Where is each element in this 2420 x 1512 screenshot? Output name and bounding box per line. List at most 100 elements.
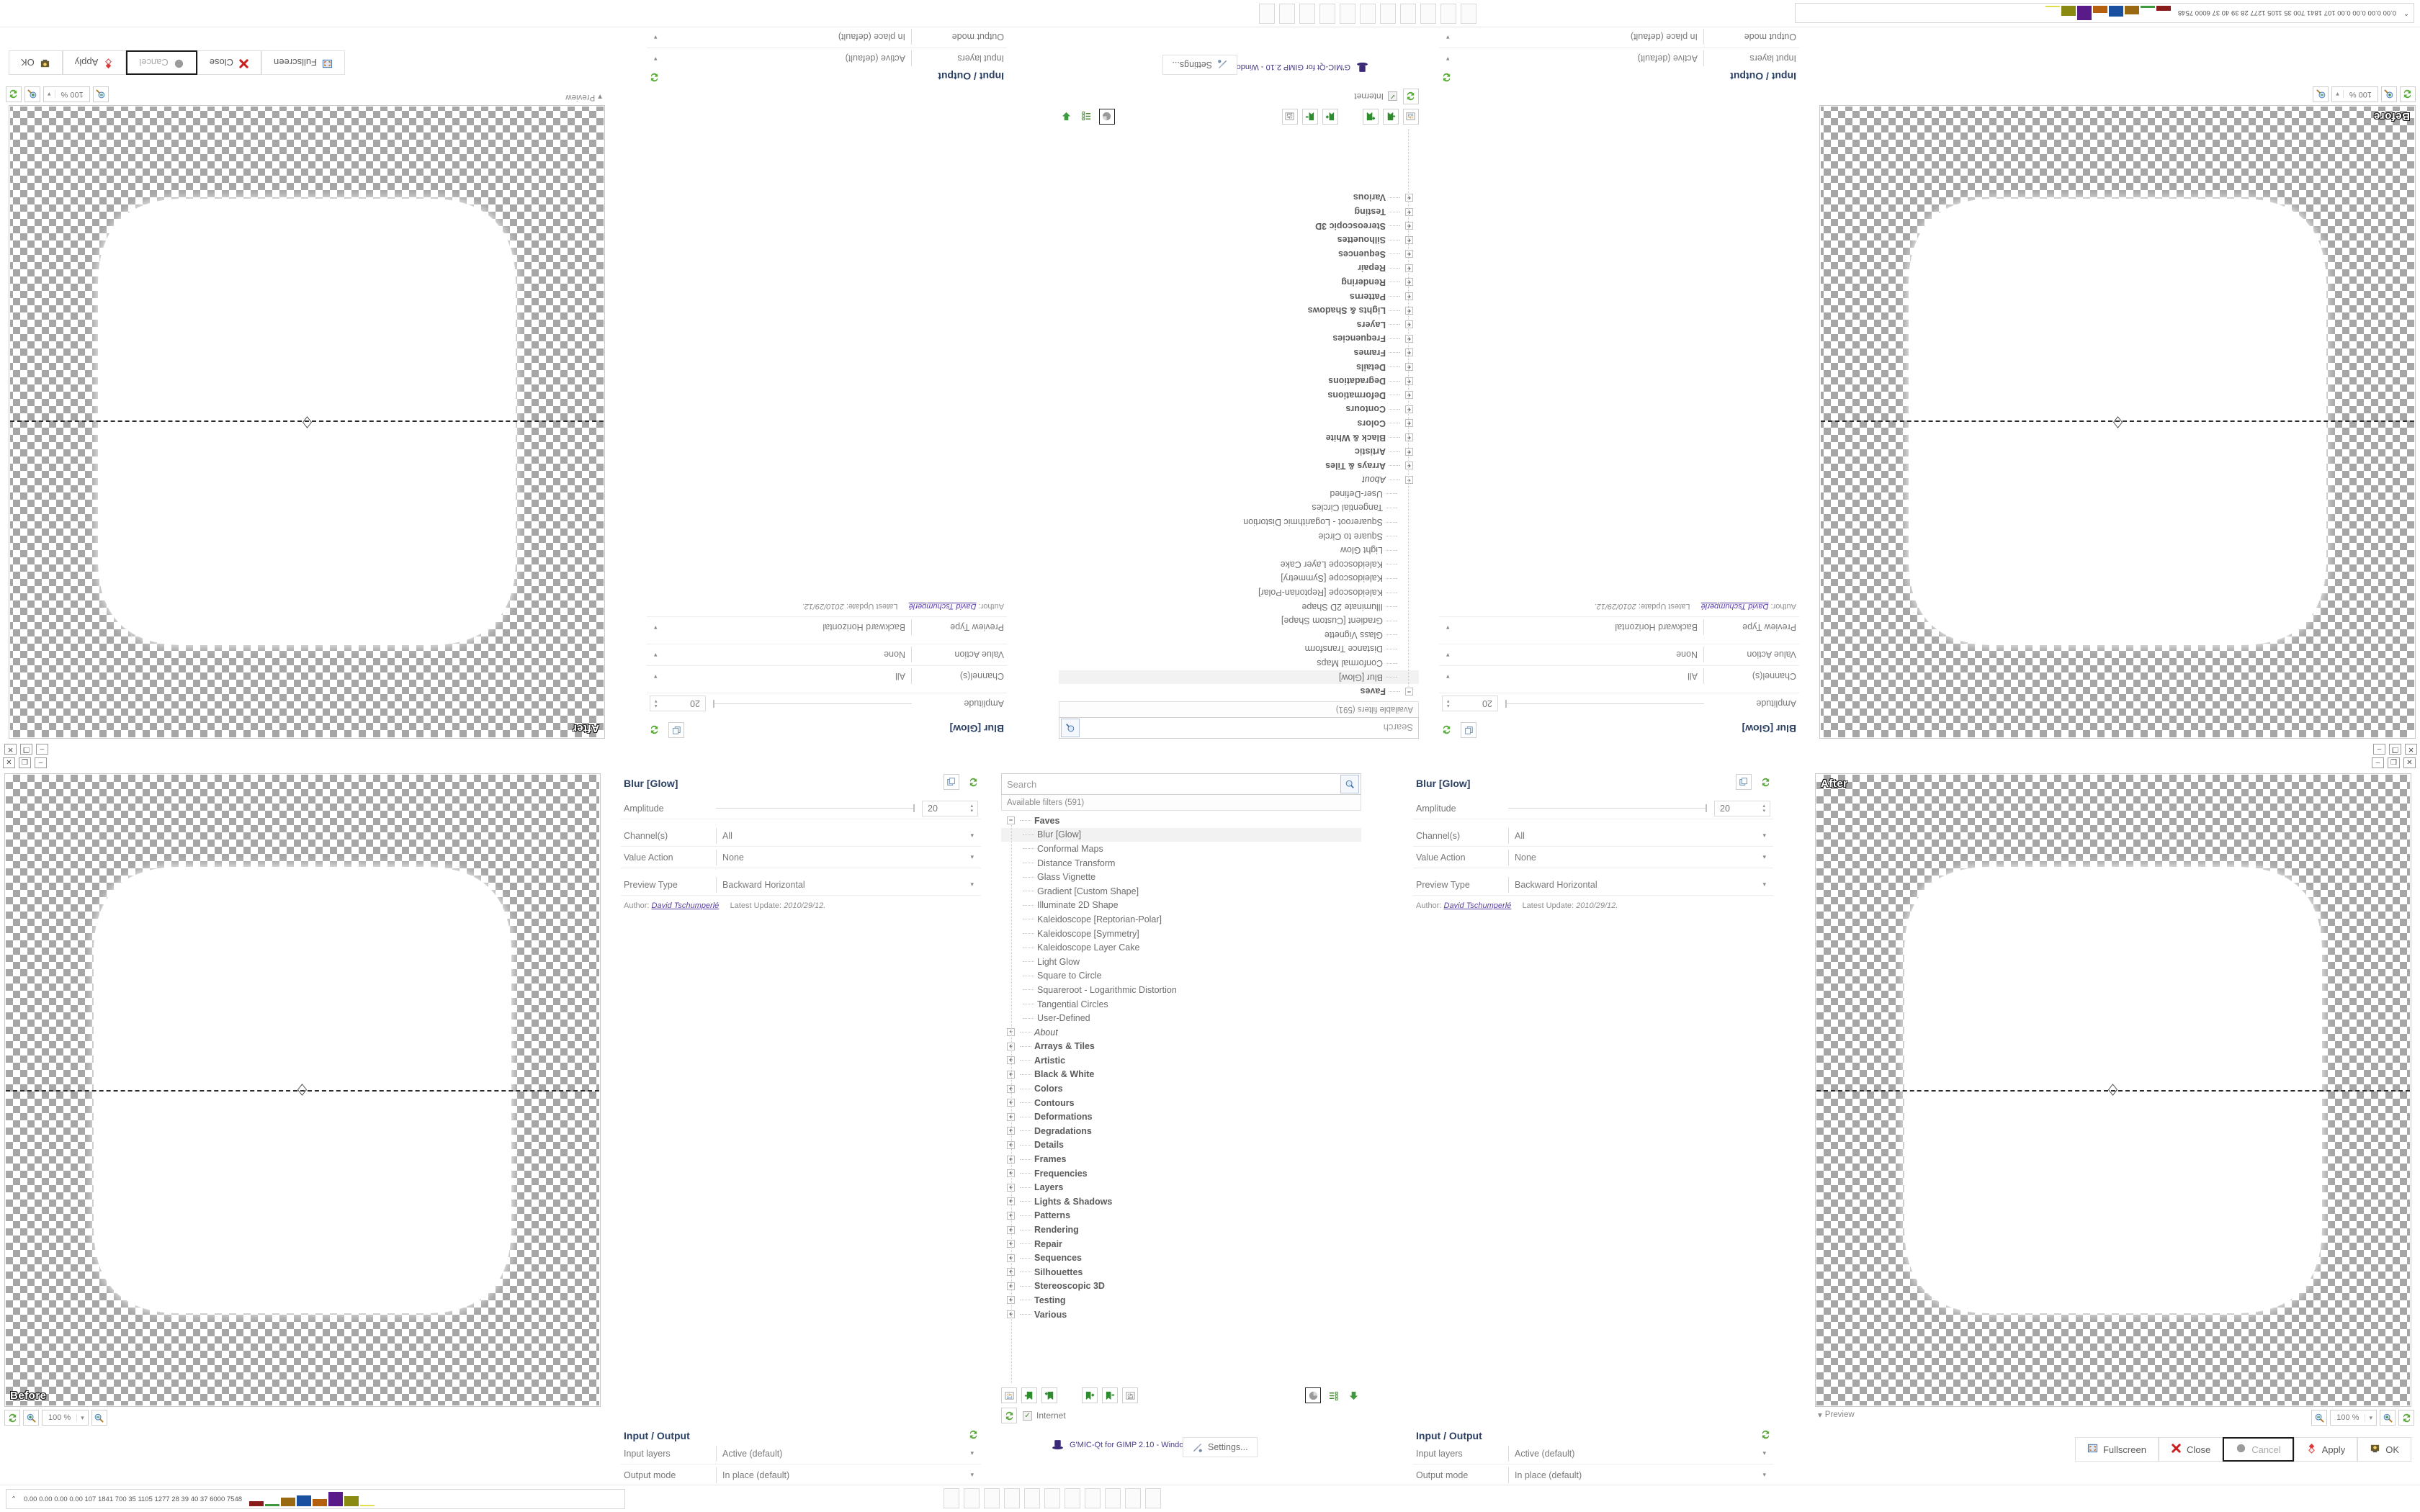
chevron-down-icon[interactable]: ▾ [1762,832,1766,839]
chevron-down-icon[interactable]: ▾ [1818,1411,1822,1420]
apply-button[interactable]: Apply [2293,1437,2358,1462]
amplitude-stepper[interactable]: 20 ▴ ▾ [1714,800,1770,816]
expand-icon[interactable]: + [1405,475,1413,484]
add-fave-icon[interactable] [1383,109,1399,125]
taskbar-icon[interactable] [1360,4,1376,24]
chevron-down-icon[interactable]: ▾ [970,853,974,860]
chevron-down-icon[interactable]: ▾ [1762,1471,1766,1478]
cancel-button[interactable]: Cancel [126,50,197,75]
stepper-arrows-icon[interactable]: ▴ ▾ [1762,803,1765,814]
taskbar-icon[interactable] [1145,1488,1161,1508]
expand-icon[interactable]: + [1007,1183,1015,1192]
maximize-icon[interactable]: ❐ [20,744,32,755]
expand-icon[interactable]: + [1405,222,1413,230]
param-row-channels[interactable]: Channel(s) All ▾ [1439,665,1799,687]
checkbox-check-icon[interactable]: ✓ [1023,1410,1032,1421]
taskbar-icon[interactable] [1004,1488,1020,1508]
zoom-level-field[interactable]: 100 % ▾ [42,1410,89,1426]
refresh-icon[interactable] [965,774,981,790]
filters-tree-list[interactable]: − Faves Blur [Glow] Conformal Maps Distanc… [1059,191,1419,701]
refresh-icon[interactable] [647,70,663,86]
chevron-down-icon[interactable]: ▾ [2332,90,2344,99]
expand-icon[interactable]: + [1405,348,1413,357]
chevron-down-icon[interactable]: ▾ [654,55,658,63]
expand-icon[interactable]: + [1405,306,1413,315]
tree-category[interactable]: + Arrays & Tiles [1001,1040,1361,1054]
expand-icon[interactable]: + [1007,1310,1015,1319]
expand-icon[interactable]: + [1007,1084,1015,1093]
tree-category[interactable]: + Contours [1059,402,1419,417]
internet-checkbox[interactable]: ✓ Internet [1354,91,1397,102]
preview-after-canvas[interactable]: After [1816,775,2410,1405]
expand-icon[interactable]: + [1405,419,1413,428]
chevron-down-icon[interactable]: ▾ [1446,652,1450,659]
ok-button[interactable]: OK [2357,1437,2411,1462]
refresh-icon[interactable] [1757,1426,1773,1442]
amplitude-slider[interactable] [1508,801,1707,816]
filter-item[interactable]: Blur [Glow] [1001,827,1361,842]
param-row-channels[interactable]: Channel(s) All ▾ [647,665,1007,687]
faves-list[interactable]: Blur [Glow] Conformal Maps Distance Transf… [1001,827,1361,1025]
checkbox-check-icon[interactable]: ✓ [1388,91,1397,102]
param-row-value-action[interactable]: Value Action None ▾ [621,847,981,868]
tree-category[interactable]: + Repair [1001,1237,1361,1251]
tree-category[interactable]: + Rendering [1001,1223,1361,1237]
expand-icon[interactable]: + [1007,1169,1015,1178]
remove-fave-icon[interactable] [1102,1387,1118,1403]
split-handle-icon[interactable] [301,416,313,428]
filters-tree[interactable]: − Faves Blur [Glow] Conformal Maps Distanc… [1059,129,1419,701]
taskbar-icon[interactable] [1319,4,1335,24]
preview-split-line[interactable] [6,1090,599,1092]
rename-fave-icon[interactable] [1322,109,1338,125]
filter-item[interactable]: Kaleidoscope Layer Cake [1059,557,1419,572]
param-row-amplitude[interactable]: Amplitude 20 ▴ ▾ [621,798,981,819]
filters-tree[interactable]: − Faves Blur [Glow] Conformal Maps Distanc… [1001,811,1361,1383]
tree-category[interactable]: + Lights & Shadows [1001,1194,1361,1209]
reset-icon[interactable] [2400,86,2416,102]
expand-icon[interactable]: + [1405,447,1413,456]
io-row-input-layers[interactable]: Input layers Active (default) ▾ [621,1443,981,1464]
filter-item[interactable]: User-Defined [1001,1011,1361,1025]
maximize-icon[interactable]: ❐ [2389,744,2401,755]
expand-icon[interactable]: + [1007,1296,1015,1305]
expand-icon[interactable]: + [1007,1028,1015,1037]
chevron-down-icon[interactable]: ▾ [1762,853,1766,860]
filter-item[interactable]: Squareroot - Logarithmic Distortion [1059,515,1419,529]
abc-def-icon[interactable]: Abc Def [1122,1387,1138,1403]
settings-button[interactable]: Settings... [1183,1437,1258,1457]
amplitude-slider[interactable] [716,801,915,816]
filter-item[interactable]: Gradient [Custom Shape] [1059,613,1419,628]
tree-category[interactable]: + Silhouettes [1059,233,1419,247]
chevron-down-icon[interactable]: ▾ [76,1413,88,1422]
preview-after-canvas[interactable]: After [10,107,604,737]
taskbar-icons[interactable] [944,1488,1161,1508]
preview-after-panel[interactable]: After [9,105,605,739]
tree-group-faves[interactable]: − Faves [1001,814,1361,828]
preview-before-panel[interactable]: Before [4,773,601,1407]
close-icon[interactable]: ✕ [2405,744,2417,755]
split-handle-icon[interactable] [296,1084,308,1096]
fullscreen-button[interactable]: Fullscreen [261,50,346,75]
status-caret-icon[interactable]: ⌃ [11,1495,17,1503]
taskbar-icon[interactable] [1024,1488,1040,1508]
amplitude-stepper[interactable]: 20 ▴ ▾ [922,800,978,816]
tree-category[interactable]: + Colors [1059,416,1419,431]
ok-button[interactable]: OK [9,50,63,75]
expand-icon[interactable]: + [1405,433,1413,442]
tree-category[interactable]: + Degradations [1001,1124,1361,1138]
filter-item[interactable]: Conformal Maps [1001,842,1361,856]
param-row-preview-type[interactable]: Preview Type Backward Horizontal ▾ [621,874,981,896]
apply-button[interactable]: Apply [62,50,127,75]
param-row-value-action[interactable]: Value Action None ▾ [647,644,1007,665]
filter-item[interactable]: Glass Vignette [1059,628,1419,642]
amplitude-slider[interactable] [1505,696,1704,712]
io-row-input-layers[interactable]: Input layers Active (default) ▾ [1439,48,1799,69]
io-row-output-mode[interactable]: Output mode In place (default) ▾ [621,1464,981,1486]
channels-select[interactable]: All ▾ [716,827,978,844]
chevron-down-icon[interactable]: ▾ [654,673,658,680]
search-input[interactable]: Search [1007,778,1037,790]
settings-button[interactable]: Settings... [1162,55,1237,75]
taskbar-icons[interactable] [1259,4,1476,24]
channels-select[interactable]: All ▾ [650,668,912,685]
filter-item[interactable]: Kaleidoscope Layer Cake [1001,940,1361,955]
